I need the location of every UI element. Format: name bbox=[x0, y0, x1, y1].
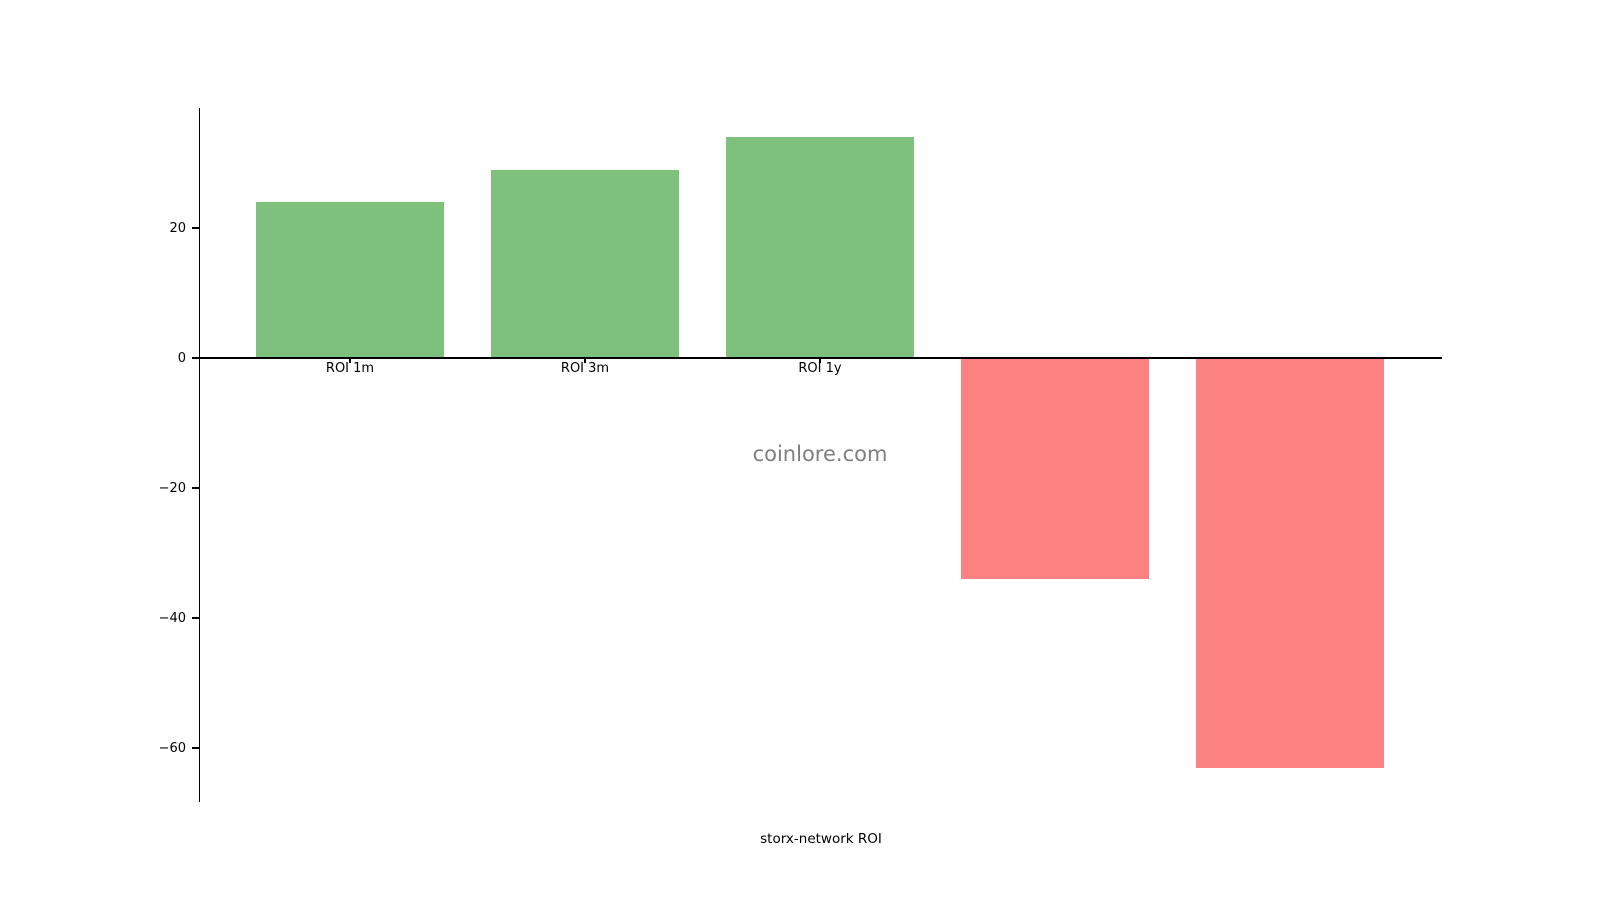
y-tick-label--60: −60 bbox=[158, 740, 186, 756]
watermark: coinlore.com bbox=[752, 442, 888, 466]
x-tick-label-roi-3m: ROI 3m bbox=[560, 361, 610, 376]
bar-roi-1m bbox=[256, 202, 444, 358]
y-tick-0 bbox=[192, 357, 199, 359]
y-tick--40 bbox=[192, 617, 199, 619]
y-tick--20 bbox=[192, 487, 199, 489]
bar-4 bbox=[961, 358, 1149, 579]
y-tick-label-0: 0 bbox=[177, 350, 186, 366]
bar-5 bbox=[1196, 358, 1384, 768]
y-tick-20 bbox=[192, 227, 199, 229]
y-axis-line bbox=[198, 108, 200, 802]
x-tick-label-roi-1y: ROI 1y bbox=[798, 361, 842, 376]
x-tick-roi-3m bbox=[584, 358, 586, 363]
bar-roi-3m bbox=[491, 169, 679, 358]
chart-title: storx-network ROI bbox=[760, 831, 882, 847]
x-tick-label-roi-1m: ROI 1m bbox=[325, 361, 375, 376]
y-tick--60 bbox=[192, 747, 199, 749]
x-tick-roi-1m bbox=[349, 358, 351, 363]
y-tick-label-20: 20 bbox=[169, 220, 186, 236]
y-tick-label--20: −20 bbox=[158, 480, 186, 496]
x-tick-roi-1y bbox=[819, 358, 821, 363]
y-tick-label--40: −40 bbox=[158, 610, 186, 626]
bar-roi-1y bbox=[726, 137, 914, 358]
